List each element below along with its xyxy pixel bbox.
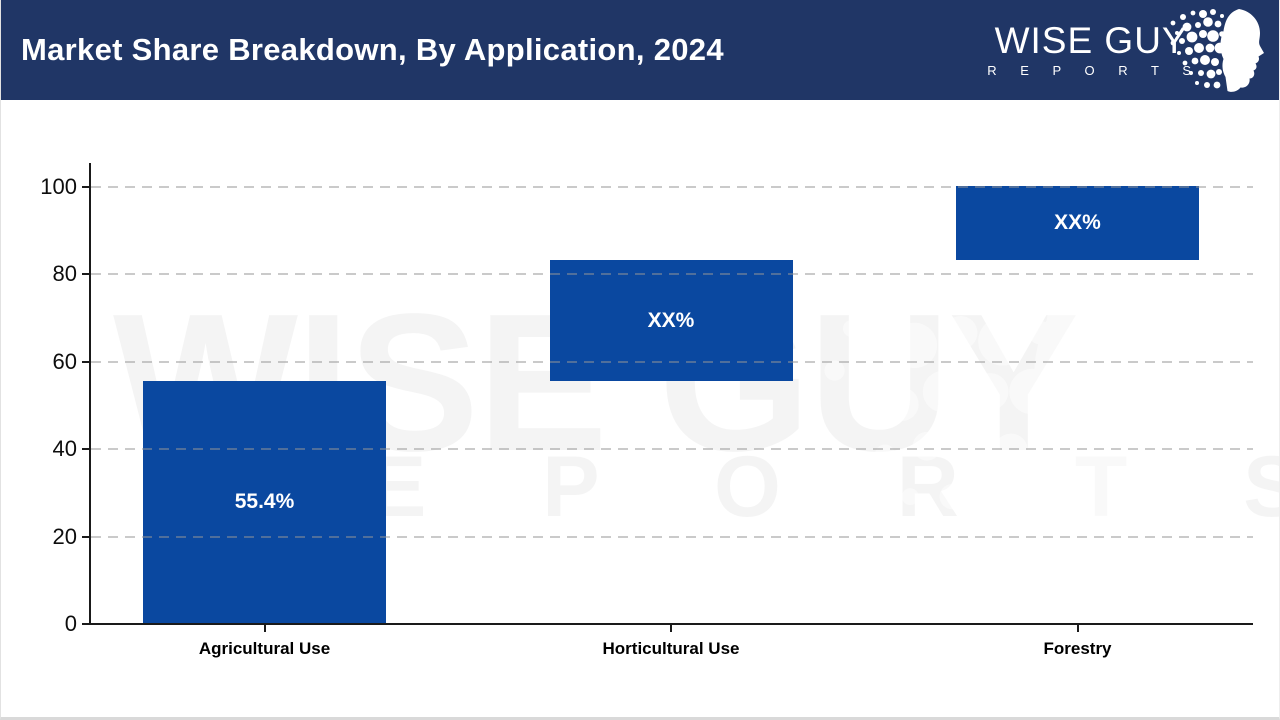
bar-segment: XX%	[549, 260, 793, 381]
x-category-label: Agricultural Use	[198, 639, 331, 658]
page-title: Market Share Breakdown, By Application, …	[21, 32, 724, 67]
gridline	[91, 273, 1253, 276]
y-tick-label: 20	[52, 523, 77, 549]
gridline	[91, 535, 1253, 538]
y-tick-label: 40	[52, 436, 77, 462]
x-axis-line	[89, 623, 1253, 625]
x-tick-mark	[670, 625, 672, 632]
y-tick-mark	[82, 273, 89, 276]
bar-segment: XX%	[956, 186, 1199, 261]
gridline	[91, 186, 1253, 188]
x-tick-mark	[1076, 625, 1079, 632]
y-tick-mark	[82, 535, 89, 538]
y-tick-mark	[82, 448, 89, 451]
gridline	[91, 360, 1253, 363]
header-banner: Market Share Breakdown, By Application, …	[1, 0, 1279, 100]
y-tick-label: 100	[40, 174, 77, 199]
x-category-label: Horticultural Use	[602, 639, 740, 658]
bar-segment: 55.4%	[143, 380, 386, 623]
logo-subtext: R E P O R T S	[987, 63, 1201, 78]
chart-canvas: WISE GUY R E P O R T S 02040608010055.4%…	[1, 100, 1279, 717]
watermark-head-icon	[824, 227, 1217, 576]
x-tick-mark	[263, 625, 266, 632]
y-tick-mark	[82, 623, 89, 625]
bar-value-label: XX%	[1054, 211, 1101, 235]
y-tick-label: 0	[64, 611, 77, 636]
y-axis-line	[89, 163, 91, 625]
logo-wordmark: WISE GUY	[994, 20, 1188, 61]
logo-text: WISE GUY R E P O R T S	[981, 22, 1201, 78]
bar-value-label: XX%	[647, 308, 695, 332]
dotted-head-icon	[1170, 9, 1264, 92]
y-tick-mark	[82, 360, 89, 363]
y-tick-label: 80	[52, 261, 77, 287]
y-tick-label: 60	[52, 348, 77, 374]
gridline	[91, 448, 1253, 451]
wise-guy-reports-logo: WISE GUY R E P O R T S	[981, 7, 1267, 93]
x-category-label: Forestry	[1043, 639, 1112, 658]
y-tick-mark	[82, 186, 89, 188]
bar-value-label: 55.4%	[234, 489, 295, 513]
